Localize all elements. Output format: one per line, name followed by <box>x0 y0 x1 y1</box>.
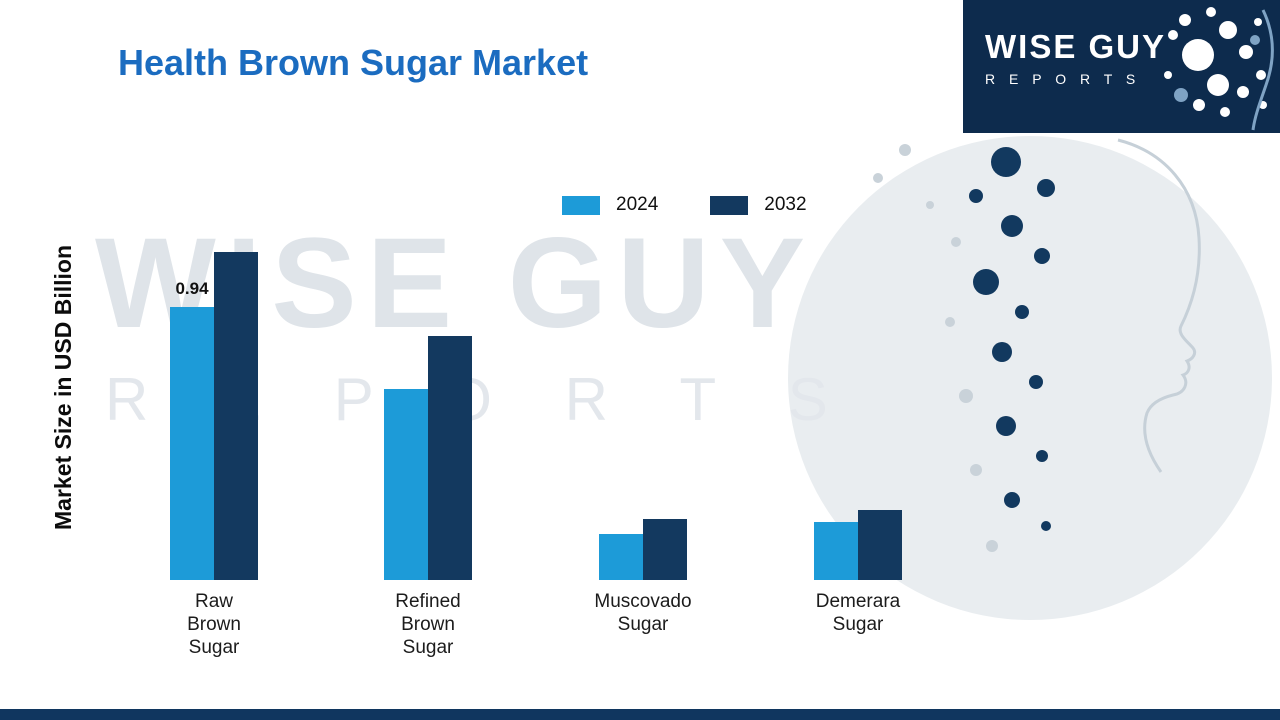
brand-logo: WISE GUY R E P O R T S <box>963 0 1280 133</box>
bar-2032-demerara-sugar <box>858 510 902 580</box>
logo-reports-text: R E P O R T S <box>985 71 1141 87</box>
logo-text: WISE GUY R E P O R T S <box>985 30 1166 87</box>
logo-face-dots <box>1164 7 1274 131</box>
logo-brand-text: WISE GUY <box>985 28 1167 65</box>
legend-swatch-2024 <box>562 195 600 215</box>
bar-group <box>599 519 687 580</box>
legend-swatch-2032 <box>710 195 749 215</box>
bar-group: 0.94 <box>170 252 258 580</box>
bar-2024-demerara-sugar <box>814 522 858 580</box>
bar-2024-refined-brown-sugar <box>384 389 428 580</box>
bar-2024-muscovado-sugar <box>599 534 643 580</box>
legend-label-2032: 2032 <box>764 194 807 215</box>
category-label: Demerara Sugar <box>815 591 901 635</box>
category-label: Refined Brown Sugar <box>395 591 461 658</box>
bar-2024-raw-brown-sugar <box>170 307 214 580</box>
chart-legend: 2024 2032 <box>562 194 807 216</box>
bar-group <box>814 510 902 580</box>
bottom-bar <box>0 709 1280 720</box>
bar-value-label: 0.94 <box>175 279 209 298</box>
bar-2032-raw-brown-sugar <box>214 252 258 580</box>
legend-label-2024: 2024 <box>616 194 659 215</box>
bar-group <box>384 336 472 580</box>
y-axis-label: Market Size in USD Billion <box>50 245 76 531</box>
category-label: Muscovado Sugar <box>594 591 692 635</box>
bar-2032-muscovado-sugar <box>643 519 687 580</box>
legend-item-2024: 2024 <box>562 194 658 216</box>
category-label: Raw Brown Sugar <box>187 591 241 658</box>
bar-2032-refined-brown-sugar <box>428 336 472 580</box>
page-title: Health Brown Sugar Market <box>118 42 589 83</box>
legend-item-2032: 2032 <box>710 194 807 216</box>
